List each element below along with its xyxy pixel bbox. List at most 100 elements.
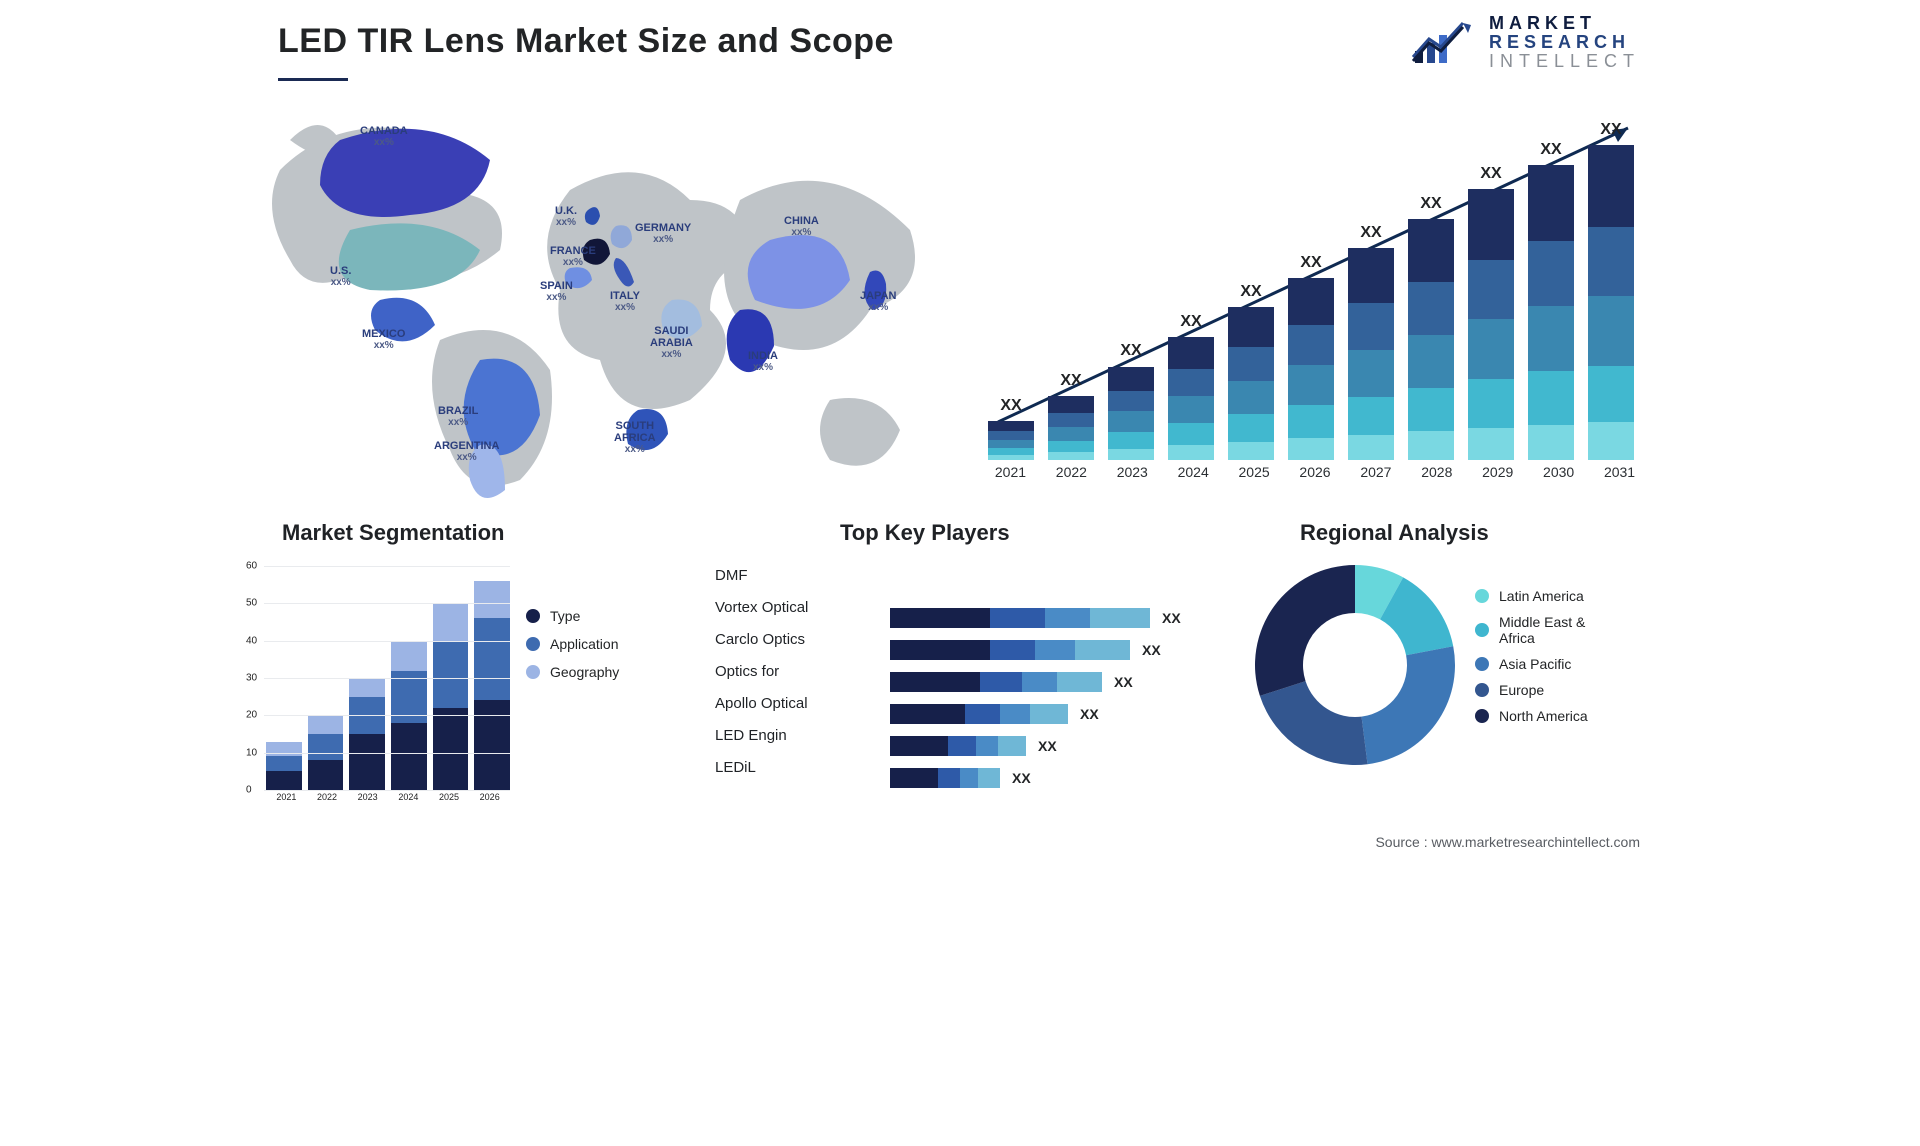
segmentation-bar — [349, 678, 385, 790]
growth-bar — [1108, 367, 1154, 460]
key-player-bar — [890, 736, 1026, 756]
legend-item: North America — [1475, 708, 1588, 724]
map-label: GERMANYxx% — [635, 222, 691, 245]
map-label: U.S.xx% — [330, 265, 351, 288]
growth-bar-value: XX — [1288, 254, 1334, 272]
growth-bar-value: XX — [1468, 165, 1514, 183]
key-player-row: XX — [890, 634, 1200, 666]
growth-x-tick: 2031 — [1589, 460, 1650, 490]
seg-y-tick: 20 — [246, 710, 257, 721]
key-player-row: XX — [890, 762, 1200, 794]
map-label: SAUDIARABIAxx% — [650, 325, 693, 360]
key-player-label: LED Engin — [715, 720, 870, 752]
map-label: JAPANxx% — [860, 290, 896, 313]
key-player-row: XX — [890, 698, 1200, 730]
map-label: FRANCExx% — [550, 245, 596, 268]
growth-plot: XXXXXXXXXXXXXXXXXXXXXX — [980, 110, 1650, 460]
seg-x-tick: 2023 — [347, 792, 388, 810]
growth-bar — [1588, 145, 1634, 460]
map-label: CANADAxx% — [360, 125, 408, 148]
growth-x-tick: 2028 — [1406, 460, 1467, 490]
logo-text: MARKET RESEARCH INTELLECT — [1489, 14, 1640, 71]
legend-swatch-icon — [526, 665, 540, 679]
legend-label: Europe — [1499, 682, 1544, 698]
key-player-label: Optics for — [715, 656, 870, 688]
title-underline — [278, 78, 348, 81]
key-player-label: DMF — [715, 560, 870, 592]
growth-x-tick: 2029 — [1467, 460, 1528, 490]
seg-x-tick: 2026 — [469, 792, 510, 810]
key-player-bar — [890, 768, 1000, 788]
segmentation-bar — [433, 603, 469, 790]
growth-bar — [1408, 219, 1454, 460]
legend-label: Asia Pacific — [1499, 656, 1571, 672]
map-label: ARGENTINAxx% — [434, 440, 499, 463]
section-title-players: Top Key Players — [840, 520, 1010, 546]
growth-x-tick: 2021 — [980, 460, 1041, 490]
legend-item: Application — [526, 636, 619, 652]
key-player-value: XX — [1038, 738, 1057, 754]
legend-label: Geography — [550, 664, 619, 680]
donut-slice — [1362, 646, 1455, 764]
seg-x-tick: 2024 — [388, 792, 429, 810]
growth-x-tick: 2026 — [1285, 460, 1346, 490]
legend-item: Middle East &Africa — [1475, 614, 1588, 646]
map-label: MEXICOxx% — [362, 328, 405, 351]
legend-label: Application — [550, 636, 619, 652]
growth-x-tick: 2027 — [1345, 460, 1406, 490]
map-label: SPAINxx% — [540, 280, 573, 303]
seg-x-tick: 2025 — [429, 792, 470, 810]
key-player-value: XX — [1114, 674, 1133, 690]
legend-label: Type — [550, 608, 580, 624]
seg-y-tick: 40 — [246, 635, 257, 646]
section-title-regional: Regional Analysis — [1300, 520, 1489, 546]
key-players-bars: XX XX XX XX XX XX — [890, 570, 1200, 794]
legend-swatch-icon — [526, 637, 540, 651]
growth-bar — [1168, 337, 1214, 460]
seg-y-tick: 30 — [246, 673, 257, 684]
growth-bar — [1048, 396, 1094, 460]
growth-bar-value: XX — [1228, 283, 1274, 301]
key-player-bar — [890, 672, 1102, 692]
seg-x-tick: 2021 — [266, 792, 307, 810]
legend-swatch-icon — [526, 609, 540, 623]
legend-item: Geography — [526, 664, 619, 680]
key-player-value: XX — [1080, 706, 1099, 722]
map-label: CHINAxx% — [784, 215, 819, 238]
section-title-segmentation: Market Segmentation — [282, 520, 505, 546]
brand-logo: MARKET RESEARCH INTELLECT — [1411, 14, 1640, 71]
growth-bar — [988, 421, 1034, 460]
world-map: CANADAxx% U.S.xx% MEXICOxx% BRAZILxx% ARGENT… — [270, 100, 960, 500]
legend-item: Asia Pacific — [1475, 656, 1588, 672]
key-player-row: XX — [890, 602, 1200, 634]
growth-bar — [1348, 248, 1394, 460]
logo-line-2: RESEARCH — [1489, 33, 1640, 52]
growth-bar-value: XX — [1588, 121, 1634, 139]
map-label: ITALYxx% — [610, 290, 640, 313]
logo-mark-icon — [1411, 17, 1475, 67]
map-label: BRAZILxx% — [438, 405, 478, 428]
seg-y-tick: 10 — [246, 747, 257, 758]
key-player-row: XX — [890, 730, 1200, 762]
key-player-label: Carclo Optics — [715, 624, 870, 656]
legend-swatch-icon — [1475, 657, 1489, 671]
seg-y-tick: 60 — [246, 561, 257, 572]
regional-donut — [1250, 560, 1460, 770]
growth-bar-value: XX — [1108, 342, 1154, 360]
legend-swatch-icon — [1475, 623, 1489, 637]
key-player-value: XX — [1142, 642, 1161, 658]
page-title: LED TIR Lens Market Size and Scope — [278, 22, 894, 61]
key-player-label: Apollo Optical — [715, 688, 870, 720]
growth-bar — [1288, 278, 1334, 460]
key-player-row: XX — [890, 666, 1200, 698]
source-text: Source : www.marketresearchintellect.com — [1375, 834, 1640, 850]
legend-swatch-icon — [1475, 709, 1489, 723]
seg-y-tick: 50 — [246, 598, 257, 609]
donut-slice — [1255, 565, 1355, 696]
key-player-label: Vortex Optical — [715, 592, 870, 624]
legend-label: Middle East &Africa — [1499, 614, 1585, 646]
growth-x-tick: 2022 — [1041, 460, 1102, 490]
map-label: SOUTHAFRICAxx% — [614, 420, 656, 455]
legend-item: Europe — [1475, 682, 1588, 698]
growth-bar-value: XX — [1168, 313, 1214, 331]
